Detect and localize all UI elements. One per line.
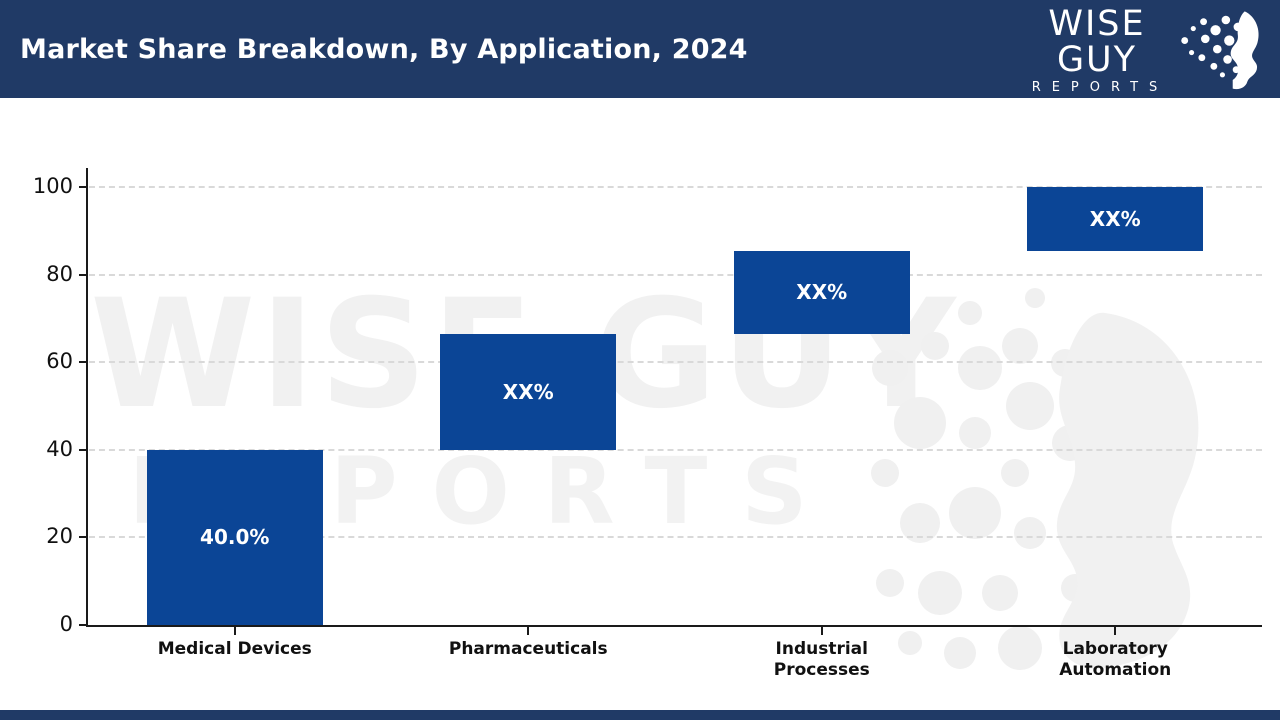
page-title: Market Share Breakdown, By Application, …: [20, 33, 748, 65]
x-tick-mark-laboratory-automation: [1114, 627, 1117, 635]
y-tick-label-100: 100: [32, 174, 73, 198]
x-tick-mark-pharmaceuticals: [527, 627, 530, 635]
brand-logo: WISE GUY REPORTS: [1012, 6, 1262, 95]
x-tick-label-line: Laboratory: [1062, 639, 1168, 659]
x-tick-label-line: Automation: [1059, 660, 1172, 680]
y-tick-mark-60: [79, 361, 87, 364]
x-tick-label-line: Industrial: [775, 639, 868, 659]
bar-pharmaceuticals: XX%: [440, 333, 617, 450]
x-axis-line: [86, 625, 1262, 627]
bar-industrial-processes: XX%: [733, 250, 910, 334]
x-tick-label-laboratory-automation: Laboratory Automation: [1005, 639, 1225, 681]
gridline-20: [89, 536, 1262, 539]
bar-value-label: XX%: [502, 379, 554, 404]
x-tick-label-industrial-processes: Industrial Processes: [712, 639, 932, 681]
x-tick-label-line: Processes: [773, 660, 870, 680]
y-tick-label-20: 20: [46, 524, 73, 549]
brand-logo-line1: WISE GUY: [1048, 3, 1146, 80]
brand-logo-text: WISE GUY REPORTS: [1012, 6, 1182, 95]
y-tick-mark-40: [79, 448, 87, 451]
bar-value-label: XX%: [796, 280, 848, 305]
x-tick-mark-medical-devices: [233, 627, 236, 635]
y-tick-mark-0: [79, 624, 87, 626]
y-tick-label-40: 40: [46, 436, 73, 461]
bar-value-label: 40.0%: [200, 525, 270, 550]
y-tick-mark-100: [79, 186, 87, 188]
y-tick-label-0: 0: [59, 612, 73, 636]
y-tick-mark-20: [79, 536, 87, 539]
y-tick-label-80: 80: [46, 261, 73, 286]
y-axis-line: [86, 168, 88, 627]
gridline-80: [89, 273, 1262, 276]
x-tick-label-line: Medical Devices: [157, 639, 312, 659]
y-tick-mark-80: [79, 273, 87, 276]
x-tick-label-pharmaceuticals: Pharmaceuticals: [418, 639, 638, 660]
bar-laboratory-automation: XX%: [1027, 187, 1204, 251]
x-tick-label-medical-devices: Medical Devices: [125, 639, 345, 660]
x-tick-label-line: Pharmaceuticals: [448, 639, 608, 659]
y-tick-label-60: 60: [46, 349, 73, 374]
footer-bar: [0, 710, 1280, 720]
bar-value-label: XX%: [1089, 206, 1141, 231]
x-tick-mark-industrial-processes: [820, 627, 823, 635]
bar-medical-devices: 40.0%: [146, 449, 323, 625]
header-bar: Market Share Breakdown, By Application, …: [0, 0, 1280, 98]
gridline-40: [89, 448, 1262, 451]
gridline-60: [89, 361, 1262, 364]
brand-logo-face-icon: [1181, 11, 1259, 90]
gridline-100: [89, 186, 1262, 188]
brand-logo-line2: REPORTS: [1031, 79, 1169, 95]
